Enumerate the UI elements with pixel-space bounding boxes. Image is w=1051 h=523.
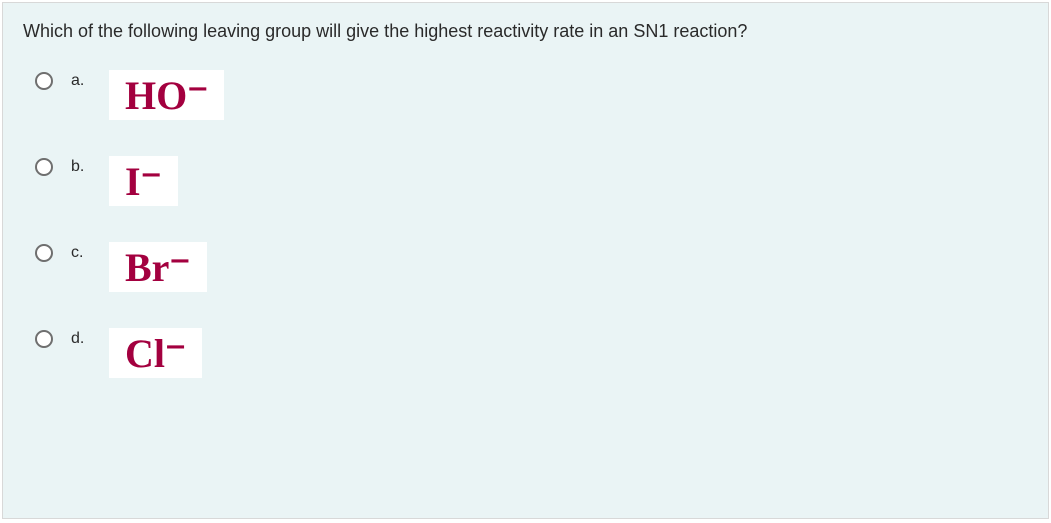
radio-c[interactable] [35,244,53,262]
option-letter: d. [71,330,91,348]
radio-a[interactable] [35,72,53,90]
option-d[interactable]: d. Cl⁻ [35,328,1028,378]
option-a[interactable]: a. HO⁻ [35,70,1028,120]
formula-box: Br⁻ [109,242,207,292]
formula-box: I⁻ [109,156,178,206]
formula-b: I⁻ [125,159,162,204]
radio-b[interactable] [35,158,53,176]
option-letter: b. [71,158,91,176]
question-text: Which of the following leaving group wil… [23,21,1028,42]
formula-a: HO⁻ [125,73,208,118]
option-c[interactable]: c. Br⁻ [35,242,1028,292]
option-letter: c. [71,244,91,262]
formula-box: HO⁻ [109,70,224,120]
formula-box: Cl⁻ [109,328,202,378]
formula-d: Cl⁻ [125,331,186,376]
option-letter: a. [71,72,91,90]
radio-d[interactable] [35,330,53,348]
question-panel: Which of the following leaving group wil… [2,2,1049,519]
option-b[interactable]: b. I⁻ [35,156,1028,206]
formula-c: Br⁻ [125,245,191,290]
option-list: a. HO⁻ b. I⁻ c. Br⁻ d. Cl⁻ [23,70,1028,378]
